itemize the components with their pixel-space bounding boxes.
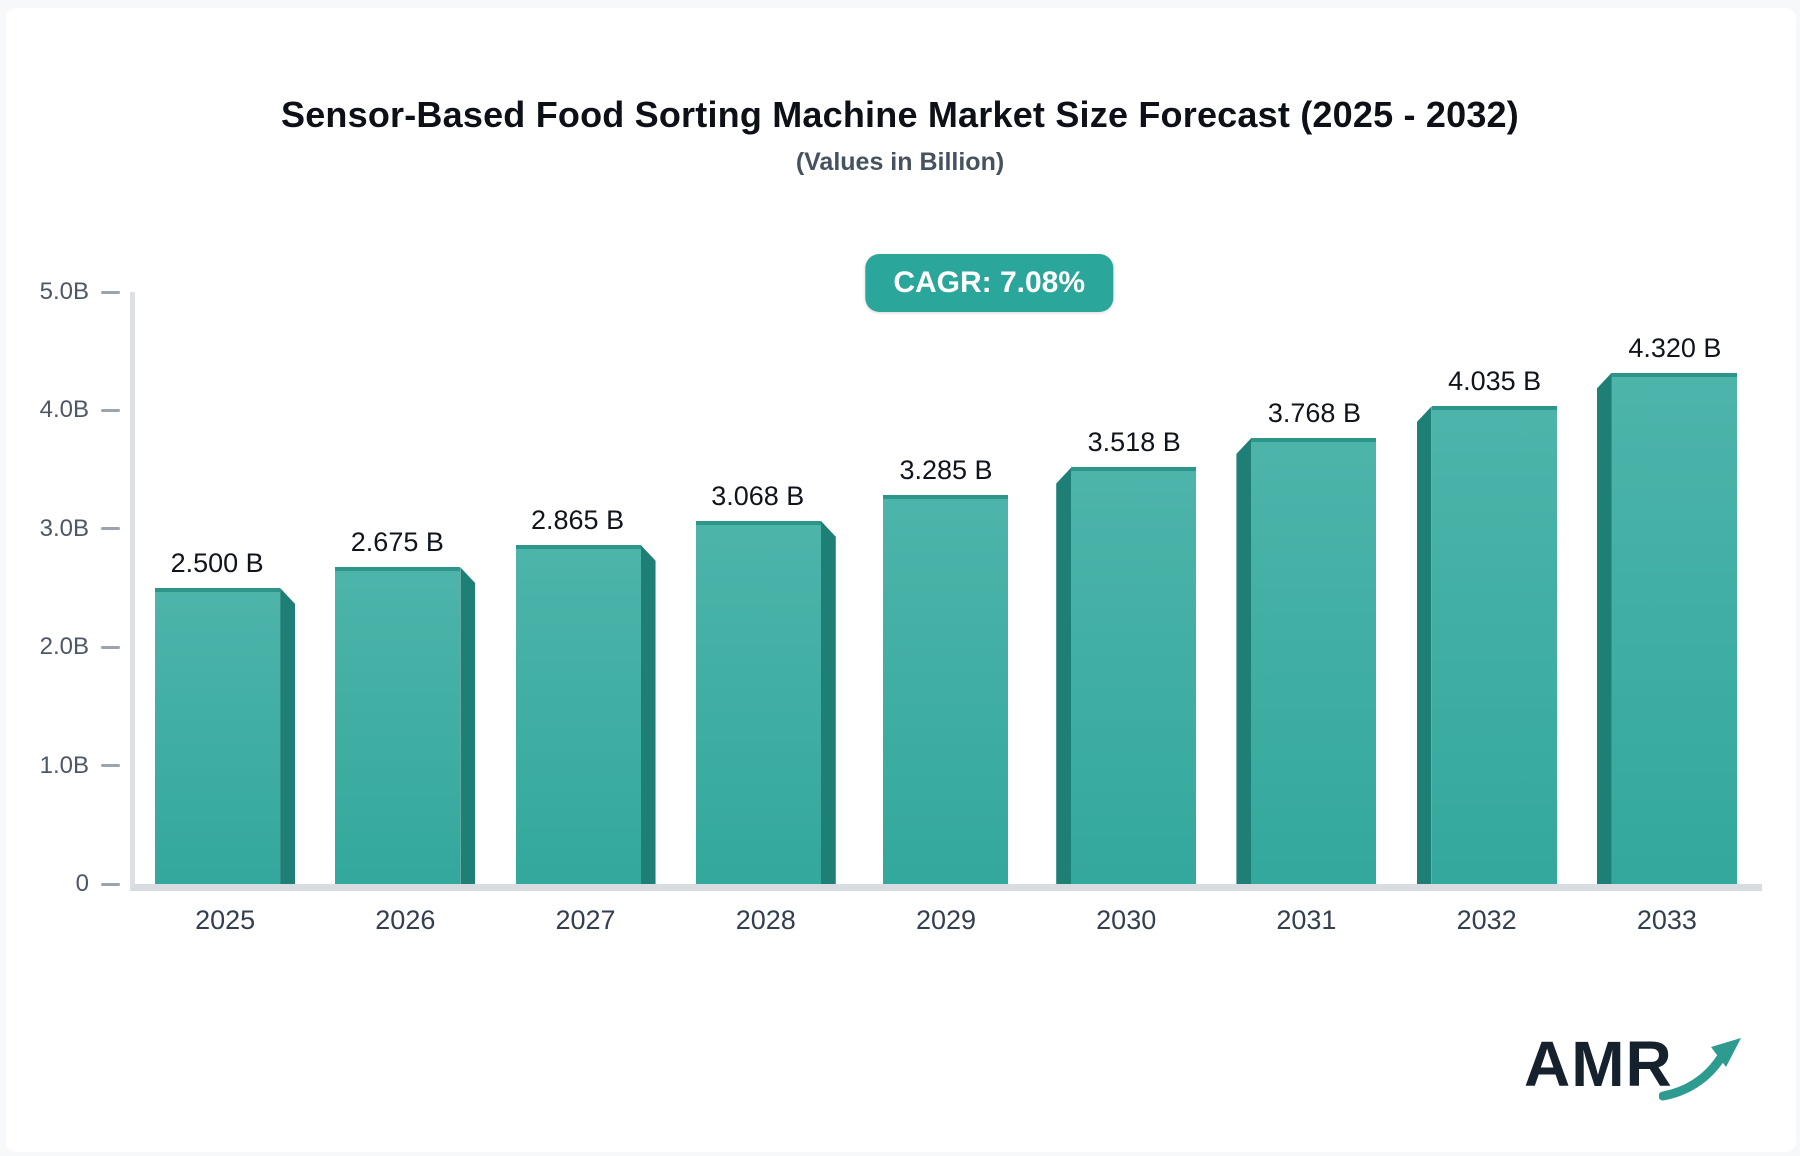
- bar-face: [695, 520, 821, 884]
- bar-2025: [155, 588, 296, 884]
- bar-face: [155, 588, 281, 884]
- y-tick-mark: [101, 290, 120, 294]
- bar-side-shadow: [280, 588, 296, 884]
- bar-group-2026: 2.675 B 2026: [315, 292, 495, 935]
- plot-area: [130, 292, 1762, 891]
- bar-group-2028: 3.068 B 2028: [676, 292, 856, 935]
- bar-face: [1251, 437, 1377, 884]
- bar-side-shadow: [460, 567, 476, 884]
- bar-group-2030: 3.518 B 2030: [1036, 292, 1216, 935]
- y-tick-mark: [101, 527, 120, 531]
- bar-face: [335, 567, 461, 884]
- bar-value-label: 4.320 B: [1628, 332, 1722, 363]
- y-tick-mark: [101, 764, 120, 768]
- y-tick-mark: [101, 645, 120, 649]
- bar-value-label: 4.035 B: [1448, 366, 1542, 397]
- bar-value-label: 2.865 B: [531, 504, 625, 535]
- bar-face: [883, 495, 1009, 884]
- bar-face: [1611, 372, 1737, 884]
- bar-value-label: 3.518 B: [1087, 427, 1181, 458]
- y-axis: 5.0B 4.0B 3.0B 2.0B 1.0B 0: [0, 278, 126, 897]
- bar-side-shadow: [1596, 372, 1612, 884]
- x-axis-label-2027: 2027: [555, 905, 616, 935]
- x-axis-label-2030: 2030: [1096, 905, 1157, 935]
- y-tick-label: 3.0B: [39, 514, 89, 542]
- x-axis-label-2031: 2031: [1276, 905, 1337, 935]
- x-axis-label-2032: 2032: [1456, 905, 1517, 935]
- bar-2031: [1236, 437, 1377, 884]
- bar-2028: [695, 520, 836, 884]
- chart-title: Sensor-Based Food Sorting Machine Market…: [281, 94, 1519, 135]
- bars-container: 2.500 B 2025 2.675 B 2026 2.865 B 2027 3.068 B…: [135, 292, 1757, 935]
- bar-value-label: 2.675 B: [350, 527, 444, 558]
- bar-group-2032: 4.035 B 2032: [1397, 292, 1577, 935]
- cagr-badge: CAGR: 7.08%: [865, 254, 1114, 312]
- y-tick-mark: [101, 408, 120, 412]
- bar-value-label: 2.500 B: [170, 548, 264, 578]
- bar-group-2029: 3.285 B 2029: [856, 292, 1036, 935]
- bar-side-shadow: [1416, 406, 1432, 884]
- bar-2030: [1056, 467, 1197, 884]
- y-tick-label: 4.0B: [39, 396, 89, 424]
- bar-group-2027: 2.865 B 2027: [495, 292, 675, 935]
- logo-text: AMR: [1524, 1028, 1673, 1100]
- bar-2027: [515, 544, 656, 884]
- bar-face: [1431, 406, 1557, 884]
- bar-side-shadow: [1236, 437, 1252, 884]
- bar-2029: [883, 495, 1009, 884]
- bar-2033: [1596, 372, 1737, 884]
- y-tick-label: 5.0B: [39, 278, 89, 305]
- bar-side-shadow: [640, 544, 656, 884]
- bar-value-label: 3.068 B: [711, 480, 805, 511]
- bar-value-label: 3.285 B: [899, 455, 993, 486]
- y-tick-mark: [101, 882, 120, 886]
- bar-2026: [335, 567, 476, 884]
- x-axis-label-2025: 2025: [195, 905, 256, 935]
- bar-group-2033: 4.320 B 2033: [1577, 292, 1757, 935]
- x-axis-label-2029: 2029: [915, 905, 977, 935]
- x-axis-label-2026: 2026: [375, 905, 436, 935]
- bar-2032: [1416, 406, 1557, 884]
- y-tick-label: 1.0B: [39, 751, 89, 779]
- bar-value-label: 3.768 B: [1267, 397, 1361, 428]
- bar-group-2025: 2.500 B 2025: [135, 292, 315, 935]
- bar-face: [1071, 467, 1197, 884]
- x-axis-label-2028: 2028: [735, 905, 796, 935]
- trend-up-arrow-icon: [1658, 1038, 1741, 1101]
- bar-group-2031: 3.768 B 2031: [1216, 292, 1396, 935]
- bar-face: [515, 544, 641, 884]
- chart-subtitle: (Values in Billion): [795, 148, 1005, 176]
- amr-logo: AMR: [1524, 1032, 1745, 1106]
- y-tick-label: 2.0B: [39, 633, 89, 661]
- y-tick-label: 0: [75, 870, 89, 897]
- x-axis-label-2033: 2033: [1636, 905, 1697, 935]
- bar-side-shadow: [1056, 467, 1072, 884]
- bar-side-shadow: [820, 520, 836, 884]
